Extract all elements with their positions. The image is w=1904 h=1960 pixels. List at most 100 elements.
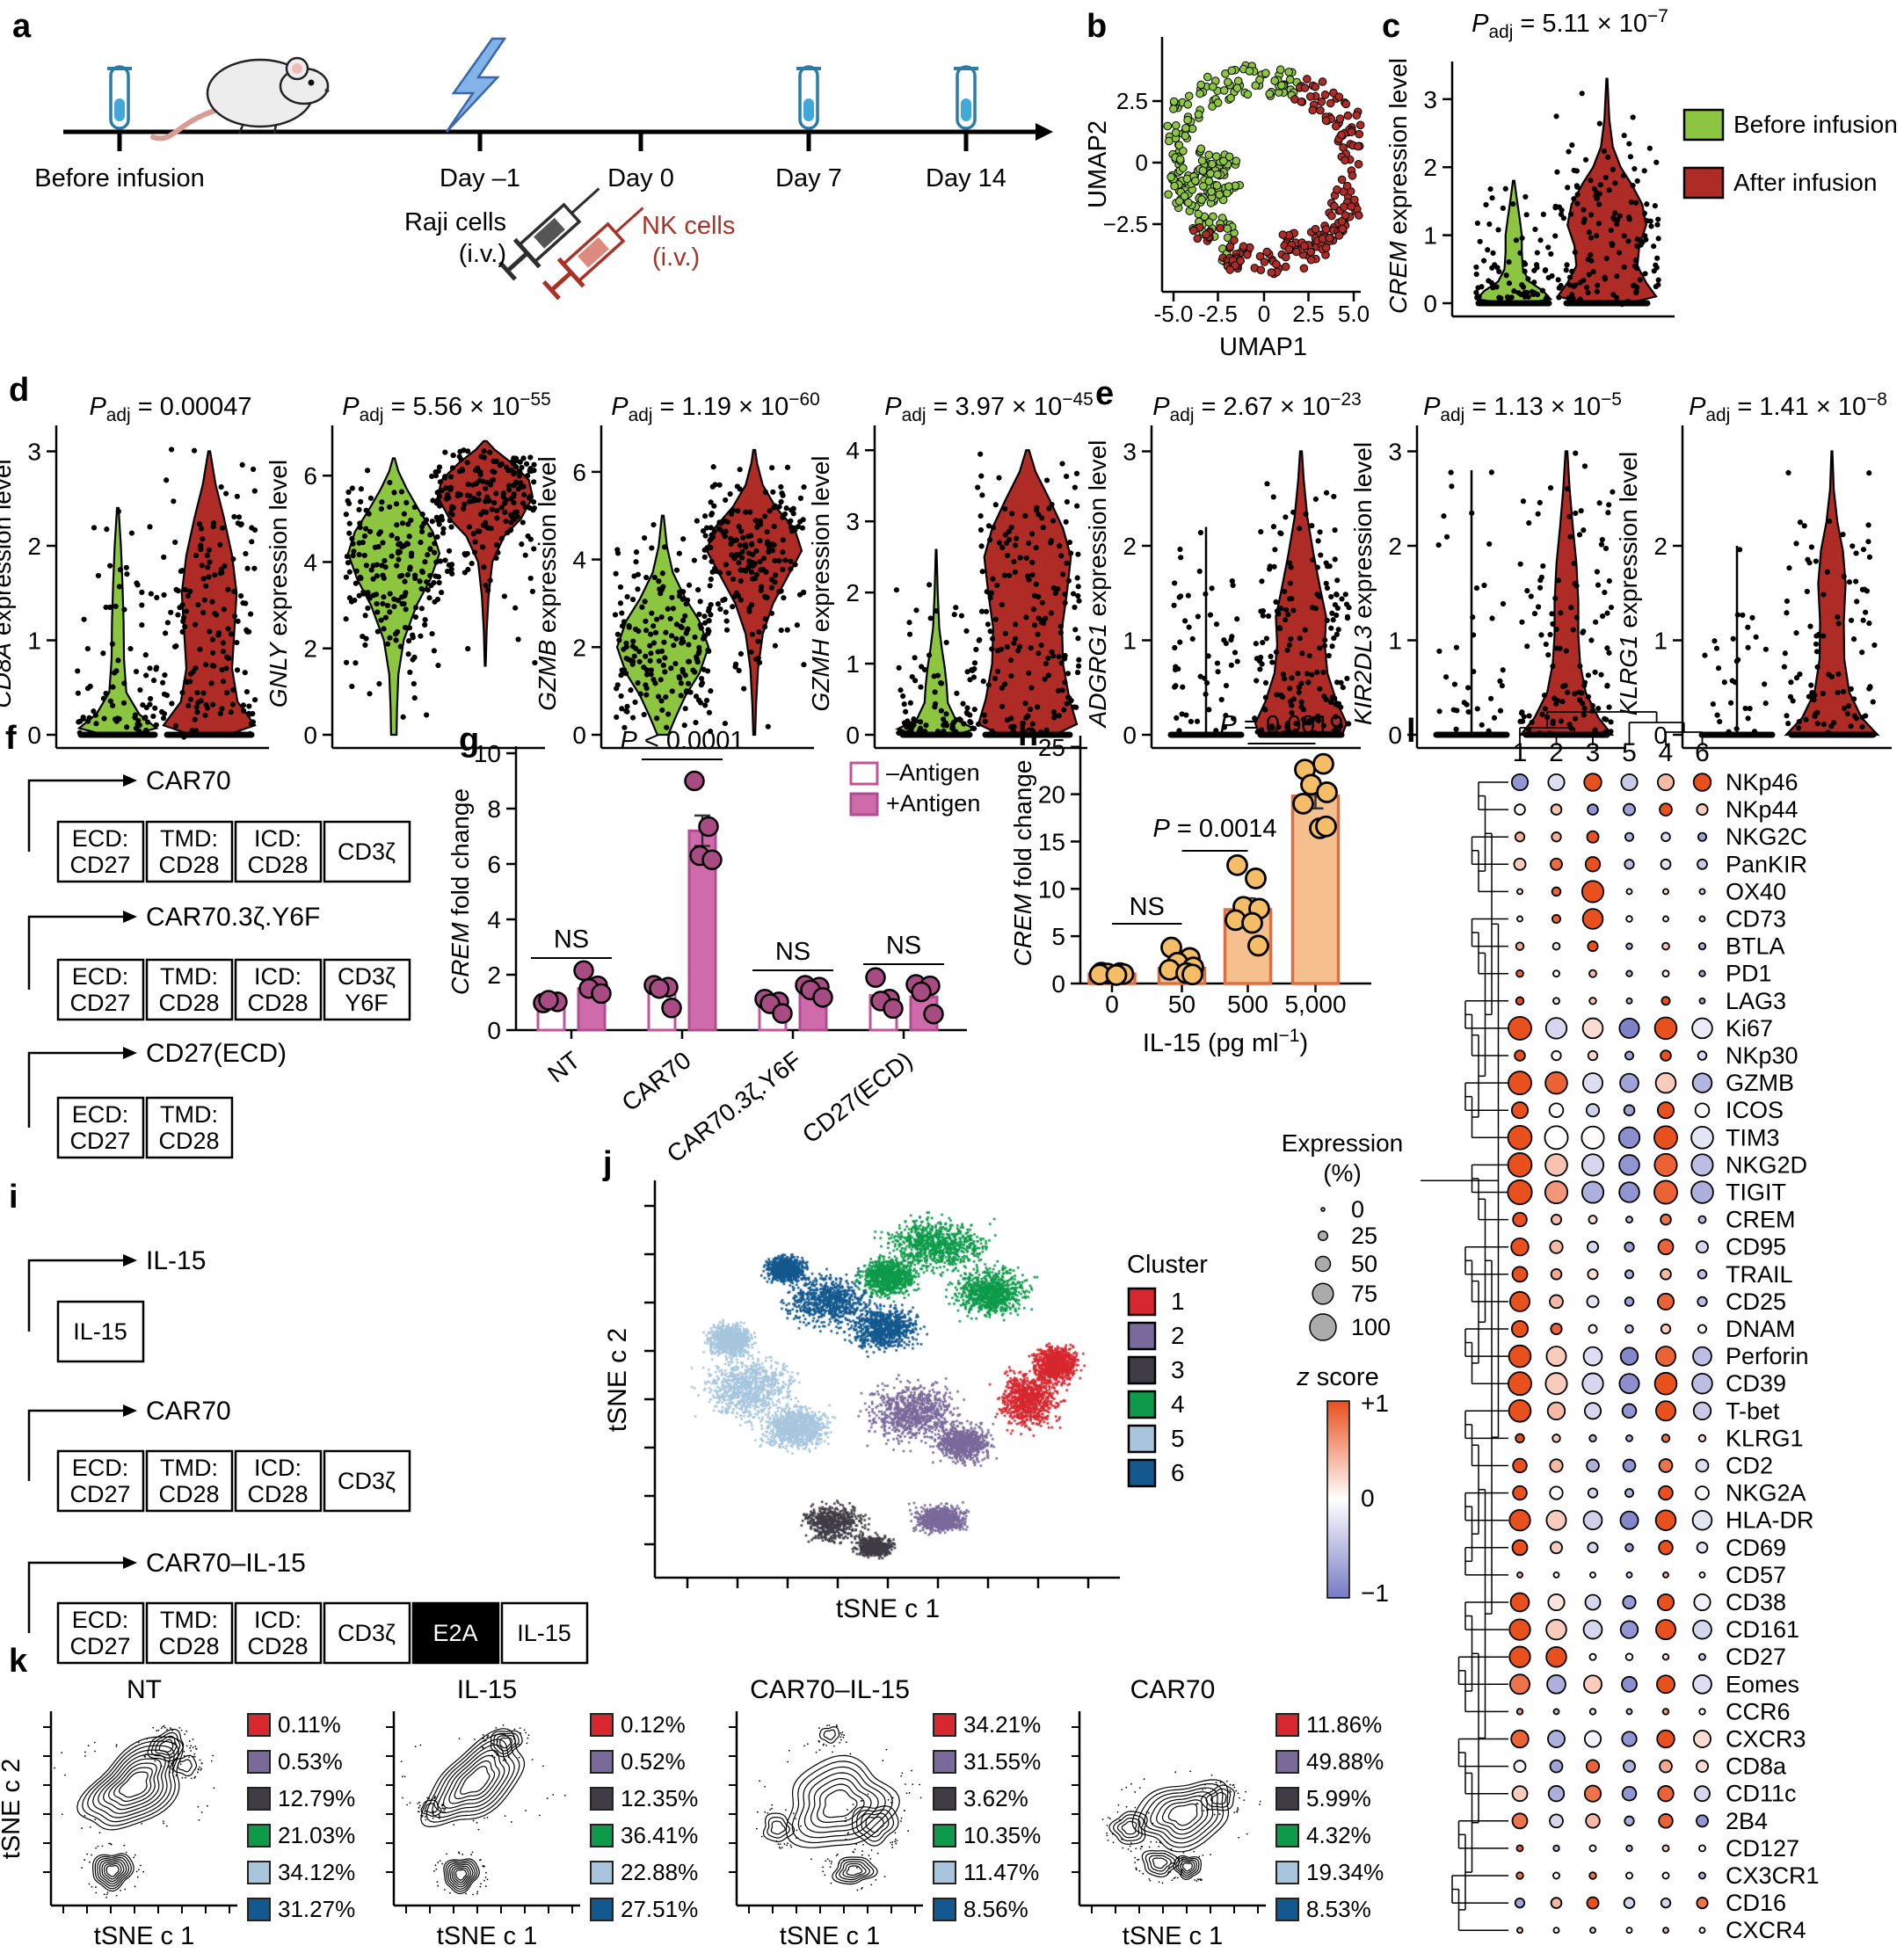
construct-box-text: ICD: bbox=[254, 963, 302, 990]
cluster-percentage: 31.27% bbox=[278, 1896, 355, 1922]
p-value-label: Padj = 1.41 × 10−8 bbox=[1689, 389, 1887, 425]
y-axis-label: CREM fold change bbox=[447, 788, 474, 995]
p-value-label: Padj = 5.56 × 10−55 bbox=[342, 389, 550, 425]
generated-charts: Before infusion Day –1 Day 0 Day 7 Day 14 Raj… bbox=[0, 6, 1898, 1950]
label: 10 bbox=[474, 740, 501, 767]
construct-box-text: CD28 bbox=[158, 852, 219, 878]
label: 10 bbox=[1038, 875, 1065, 903]
panel-letter-h: h bbox=[1018, 716, 1038, 753]
dotplot-row-label: CD73 bbox=[1726, 906, 1786, 933]
cluster-percentage: 8.56% bbox=[963, 1896, 1028, 1922]
label: 20 bbox=[1038, 781, 1065, 809]
dotplot-row-label: NKG2A bbox=[1726, 1480, 1806, 1506]
construct-box-text: ICD: bbox=[254, 1607, 302, 1633]
significance-label: P = 0.0019 bbox=[1219, 711, 1343, 739]
zscore-mid: 0 bbox=[1361, 1485, 1375, 1512]
y-axis-label: CD8A expression level bbox=[0, 459, 16, 708]
syringe-icon bbox=[498, 187, 600, 281]
dotplot-row-label: CD127 bbox=[1726, 1835, 1799, 1862]
legend-plus-antigen: +Antigen bbox=[886, 790, 980, 817]
label: 3 bbox=[1123, 439, 1137, 466]
dotplot-row-label: HLA-DR bbox=[1726, 1507, 1814, 1534]
label: 5 bbox=[1051, 923, 1065, 950]
y-axis-label: UMAP2 bbox=[1084, 120, 1112, 208]
cluster-percentage: 36.41% bbox=[621, 1822, 698, 1848]
syringe-icon bbox=[541, 207, 644, 301]
construct-box-text: CD3ζ bbox=[338, 1620, 396, 1646]
panel-letter-i: i bbox=[9, 1179, 18, 1216]
x-category-label: CAR70 bbox=[616, 1046, 695, 1116]
dotplot-row-label: PanKIR bbox=[1726, 851, 1807, 877]
y-axis-label: tSNE c 2 bbox=[0, 1759, 25, 1859]
label: 2 bbox=[846, 579, 860, 606]
label: 8 bbox=[487, 795, 501, 823]
label: 3 bbox=[27, 439, 41, 466]
cluster-percentage: 19.34% bbox=[1306, 1859, 1384, 1885]
y-axis-label: tSNE c 2 bbox=[603, 1328, 632, 1432]
construct-box-text: TMD: bbox=[160, 1607, 218, 1633]
label: 6 bbox=[303, 462, 317, 490]
dotplot-row-label: Ki67 bbox=[1726, 1015, 1773, 1042]
dotplot-row-label: TIGIT bbox=[1726, 1180, 1786, 1206]
dotplot-row-label: CD16 bbox=[1726, 1890, 1786, 1916]
expression-size-label: 25 bbox=[1351, 1223, 1377, 1249]
x-category-label: 5,000 bbox=[1284, 991, 1346, 1018]
dotplot-row-label: CD39 bbox=[1726, 1370, 1786, 1397]
y-axis-label: ADGRG1 expression level bbox=[1084, 440, 1111, 730]
label: 4 bbox=[303, 548, 317, 576]
panel-k-k4: CAR70 tSNE c 1 11.86% 49.88% 5.99% 4.32% 19.34… bbox=[1072, 1675, 1384, 1950]
construct-box-text: IL-15 bbox=[517, 1620, 571, 1646]
label: 25 bbox=[1038, 734, 1065, 761]
panel-k-k2: IL-15 tSNE c 1 0.12% 0.52% 12.35% 36.41% 22.88… bbox=[386, 1675, 698, 1950]
p-value-label: Padj = 3.97 × 10−45 bbox=[884, 389, 1093, 425]
cluster-legend-label: 3 bbox=[1171, 1356, 1185, 1383]
panel-letter-f: f bbox=[5, 720, 17, 757]
label: 2.5 bbox=[1116, 88, 1148, 114]
construct-box-text: ECD: bbox=[72, 825, 129, 852]
label: 2 bbox=[1123, 533, 1137, 560]
dotplot-row-label: CD38 bbox=[1726, 1589, 1786, 1615]
significance-label: NS bbox=[775, 938, 810, 966]
x-axis-label: tSNE c 1 bbox=[94, 1922, 194, 1950]
dotplot-row-label: CD27 bbox=[1726, 1644, 1786, 1670]
panel-letters: a b c d e f g h i j k l bbox=[5, 8, 1416, 1680]
dotplot-row-label: CD69 bbox=[1726, 1535, 1786, 1561]
top-dendrogram-icon bbox=[1519, 711, 1704, 745]
label: 6 bbox=[572, 459, 586, 486]
panel-letter-e: e bbox=[1095, 375, 1114, 412]
cluster-percentage: 0.11% bbox=[278, 1711, 341, 1738]
label: 0 bbox=[1258, 301, 1270, 327]
panel-letter-c: c bbox=[1382, 8, 1400, 45]
label: 5.0 bbox=[1338, 301, 1370, 327]
construct-box-text: E2A bbox=[432, 1620, 477, 1646]
p-value-label: Padj = 2.67 × 10−23 bbox=[1152, 389, 1361, 425]
panel-violin-d1: 0 1 2 3 CD8A expression level Padj = 0.00047 bbox=[0, 393, 269, 750]
timeline-label: Day 7 bbox=[775, 164, 842, 192]
panel-a-timeline: Before infusion Day –1 Day 0 Day 7 Day 14 Raj… bbox=[34, 37, 1053, 301]
label: 0 bbox=[487, 1017, 501, 1044]
construct-box-text: Y6F bbox=[345, 990, 389, 1016]
contour-title: CAR70 bbox=[1130, 1675, 1216, 1704]
label: 2 bbox=[27, 533, 41, 560]
panel-letter-g: g bbox=[459, 722, 479, 759]
cluster-legend-label: 6 bbox=[1171, 1459, 1185, 1486]
significance-label: P < 0.0001 bbox=[620, 727, 744, 755]
panel-letter-a: a bbox=[12, 8, 32, 45]
cluster-percentage: 34.21% bbox=[963, 1711, 1041, 1738]
label: 0 bbox=[572, 722, 586, 749]
construct-box-text: TMD: bbox=[160, 1455, 218, 1481]
cluster-percentage: 12.35% bbox=[621, 1785, 698, 1811]
panel-letter-d: d bbox=[9, 372, 29, 409]
construct-box-text: TMD: bbox=[160, 963, 218, 990]
label: 4 bbox=[846, 437, 860, 464]
significance-label: P = 0.0014 bbox=[1152, 815, 1276, 843]
panel-l-dotplot: 1 2 3 5 4 6NKp46NKp44NKG2CPanKIROX40CD73BTLAP… bbox=[1282, 711, 1820, 1943]
label: 0 bbox=[303, 722, 317, 749]
cluster-percentage: 0.52% bbox=[621, 1748, 686, 1775]
tube-icon bbox=[796, 65, 821, 130]
label: 0 bbox=[1388, 722, 1402, 749]
dotplot-row-label: GZMB bbox=[1726, 1070, 1794, 1096]
x-axis-label: tSNE c 1 bbox=[836, 1594, 940, 1623]
timeline-label: Day –1 bbox=[440, 164, 520, 192]
